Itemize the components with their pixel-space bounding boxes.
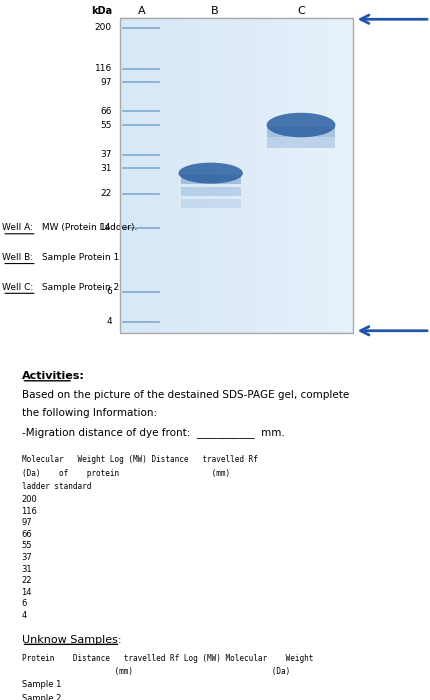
Text: 200: 200: [22, 495, 37, 504]
Ellipse shape: [178, 162, 243, 183]
Text: 14: 14: [22, 587, 32, 596]
Text: kDa: kDa: [91, 6, 112, 15]
Text: Sample Protein 2.: Sample Protein 2.: [39, 283, 122, 291]
Text: 6: 6: [106, 287, 112, 296]
Text: C: C: [297, 6, 305, 15]
Text: 200: 200: [95, 24, 112, 32]
Text: Based on the picture of the destained SDS-PAGE gel, complete: Based on the picture of the destained SD…: [22, 391, 349, 400]
Text: 66: 66: [22, 530, 32, 539]
Text: A: A: [138, 6, 146, 15]
Text: 37: 37: [22, 553, 32, 562]
Text: (Da)    of    protein                    (mm): (Da) of protein (mm): [22, 469, 230, 477]
Text: 4: 4: [106, 318, 112, 326]
Ellipse shape: [267, 113, 335, 137]
Text: Well B:: Well B:: [2, 253, 33, 262]
Bar: [120, 18, 353, 332]
Text: (mm)                              (Da): (mm) (Da): [22, 667, 290, 676]
Text: Activities:: Activities:: [22, 371, 84, 381]
Text: the following Information:: the following Information:: [22, 408, 157, 419]
Text: 97: 97: [100, 78, 112, 87]
Text: 37: 37: [100, 150, 112, 160]
Text: MW (Protein Ladder).: MW (Protein Ladder).: [39, 223, 137, 232]
Text: 55: 55: [100, 120, 112, 130]
Text: Well A:: Well A:: [2, 223, 33, 232]
Text: 116: 116: [22, 507, 37, 516]
Text: 55: 55: [22, 542, 32, 550]
Text: 31: 31: [100, 164, 112, 173]
Text: 4: 4: [22, 610, 27, 620]
Bar: [267, 137, 335, 148]
Text: Unknow Samples:: Unknow Samples:: [22, 634, 121, 645]
Text: Molecular   Weight Log (MW) Distance   travelled Rf: Molecular Weight Log (MW) Distance trave…: [22, 455, 258, 464]
Bar: [181, 199, 241, 208]
Bar: [181, 187, 241, 196]
Text: 116: 116: [95, 64, 112, 74]
Text: ladder standard: ladder standard: [22, 482, 91, 491]
Text: 14: 14: [101, 223, 112, 232]
Text: 66: 66: [100, 107, 112, 116]
Text: 22: 22: [101, 190, 112, 198]
Text: 6: 6: [22, 599, 27, 608]
Text: 22: 22: [22, 576, 32, 585]
Text: 31: 31: [22, 564, 32, 573]
Text: Sample 1: Sample 1: [22, 680, 61, 690]
Bar: [120, 18, 353, 332]
Text: Protein    Distance   travelled Rf Log (MW) Molecular    Weight: Protein Distance travelled Rf Log (MW) M…: [22, 654, 313, 663]
Text: Sample Protein 1.: Sample Protein 1.: [39, 253, 122, 262]
Text: Sample 2: Sample 2: [22, 694, 61, 700]
Bar: [181, 175, 241, 183]
Text: -Migration distance of dye front:  ___________  mm.: -Migration distance of dye front: ______…: [22, 426, 284, 438]
Text: B: B: [211, 6, 219, 15]
Text: 97: 97: [22, 518, 32, 527]
Text: Well C:: Well C:: [2, 283, 34, 291]
Bar: [267, 127, 335, 137]
